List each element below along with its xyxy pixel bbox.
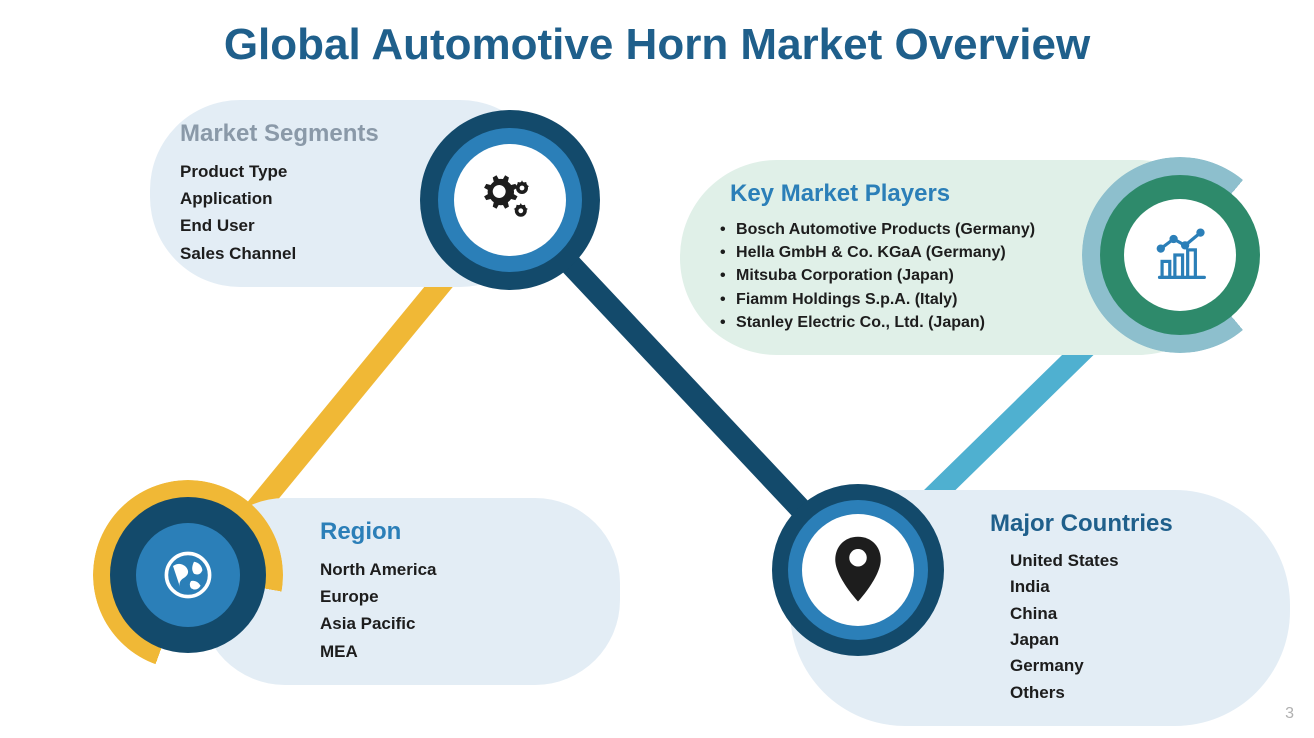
list-item: North America xyxy=(320,556,590,583)
list-item: Asia Pacific xyxy=(320,610,590,637)
globe-icon xyxy=(158,545,218,605)
list-item: China xyxy=(1010,601,1260,627)
list-item: MEA xyxy=(320,638,590,665)
pin-icon xyxy=(831,535,885,605)
page-title: Global Automotive Horn Market Overview xyxy=(0,20,1314,70)
list-item: Others xyxy=(1010,680,1260,706)
list-item: Japan xyxy=(1010,627,1260,653)
list-item: Europe xyxy=(320,583,590,610)
countries-list: United StatesIndiaChinaJapanGermanyOther… xyxy=(1010,548,1260,706)
page-number: 3 xyxy=(1285,705,1294,723)
region-heading: Region xyxy=(320,518,590,546)
list-item: India xyxy=(1010,574,1260,600)
list-item: Germany xyxy=(1010,653,1260,679)
list-item: United States xyxy=(1010,548,1260,574)
chart-icon xyxy=(1148,223,1212,287)
region-list: North AmericaEuropeAsia PacificMEA xyxy=(320,556,590,665)
countries-heading: Major Countries xyxy=(990,510,1260,538)
gears-icon xyxy=(480,170,540,230)
